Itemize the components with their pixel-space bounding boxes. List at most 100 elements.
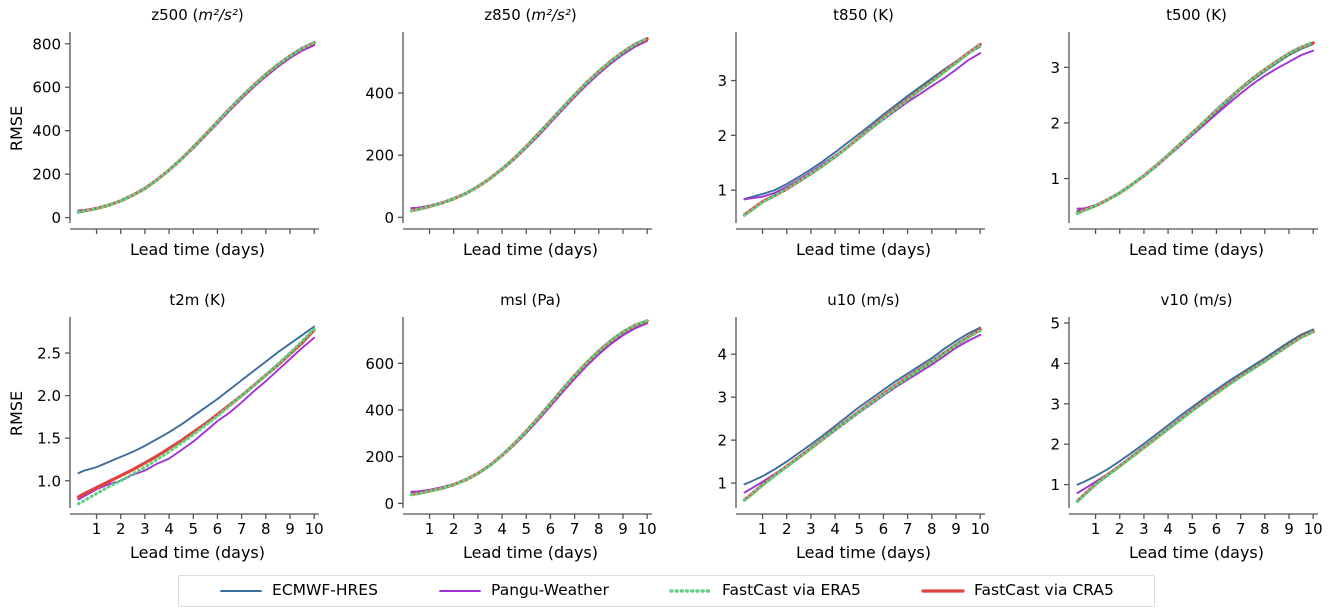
chart-panel-t2m: t2m (K) 1.0 1.5 2.0 2.5 1 2 3 4 5 6 7 8 9 10 Lead time …: [0, 285, 333, 570]
x-tick-label: 8: [261, 520, 271, 538]
panel-title: u10 (m/s): [827, 291, 900, 309]
legend-item[interactable]: ECMWF-HRES: [219, 583, 378, 599]
chart-panel-z850: z850 (m²/s²) 0 200 400 Lead time (days): [333, 0, 666, 285]
x-tick-label: 5: [188, 520, 198, 538]
x-tick-label: 5: [854, 520, 864, 538]
x-tick-label: 10: [971, 520, 990, 538]
legend-label: FastCast via CRA5: [974, 581, 1114, 600]
x-tick-label: 2: [782, 520, 792, 538]
y-tick-label: 0: [384, 495, 394, 513]
x-tick-label: 7: [1236, 520, 1246, 538]
legend-swatch: [439, 590, 481, 592]
x-tick-label: 2: [1115, 520, 1125, 538]
y-tick-label: 400: [32, 122, 61, 140]
chart-panel-msl: msl (Pa) 0 200 400 600 1 2 3 4 5 6 7 8 9 10 Lead time (…: [333, 285, 666, 570]
x-tick-label: 9: [951, 520, 961, 538]
panel-title: msl (Pa): [500, 291, 561, 309]
x-tick-label: 8: [927, 520, 937, 538]
x-tick-label: 8: [1260, 520, 1270, 538]
y-tick-label: 1: [1050, 170, 1060, 188]
x-axis-label: Lead time (days): [1129, 240, 1264, 259]
y-tick-label: 2: [717, 127, 727, 145]
legend-item[interactable]: Pangu-Weather: [438, 583, 609, 599]
y-axis-label: RMSE: [7, 391, 26, 436]
series-line: [77, 43, 316, 213]
x-tick-label: 7: [237, 520, 247, 538]
series-line: [409, 319, 649, 497]
chart-panel-v10: v10 (m/s) 1 2 3 4 5 1 2 3 4 5 6 7 8 9 10 Lead time (days…: [999, 285, 1332, 570]
panel-title: v10 (m/s): [1161, 291, 1233, 309]
x-tick-label: 9: [285, 520, 295, 538]
y-tick-label: 2: [1050, 114, 1060, 132]
x-tick-label: 6: [879, 520, 889, 538]
x-tick-label: 4: [1163, 520, 1173, 538]
x-tick-label: 3: [1139, 520, 1149, 538]
series-line: [1075, 329, 1315, 503]
y-tick-label: 0: [51, 209, 61, 227]
x-tick-label: 9: [618, 520, 628, 538]
series-line: [1076, 328, 1315, 486]
series-line: [409, 319, 649, 497]
x-tick-label: 10: [1304, 520, 1323, 538]
x-tick-label: 6: [213, 520, 223, 538]
y-tick-label: 3: [1050, 395, 1060, 413]
y-tick-label: 4: [717, 346, 727, 364]
legend-label: Pangu-Weather: [491, 581, 609, 600]
x-axis-label: Lead time (days): [1129, 543, 1264, 562]
y-tick-label: 200: [32, 166, 61, 184]
legend-swatch: [921, 589, 965, 593]
series-line: [743, 52, 982, 201]
y-tick-label: 800: [32, 35, 61, 53]
panel-title: t500 (K): [1166, 6, 1227, 24]
legend-label: FastCast via ERA5: [722, 581, 861, 600]
x-tick-label: 6: [546, 520, 556, 538]
y-tick-label: 1: [1050, 476, 1060, 494]
series-line: [409, 37, 649, 213]
x-tick-label: 1: [1091, 520, 1101, 538]
x-tick-label: 6: [1212, 520, 1222, 538]
x-axis-label: Lead time (days): [130, 240, 265, 259]
series-line: [76, 327, 316, 506]
series-line: [1075, 40, 1315, 216]
x-axis-label: Lead time (days): [463, 543, 598, 562]
series-line: [1075, 330, 1315, 504]
series-line: [410, 38, 649, 211]
y-tick-label: 400: [365, 402, 394, 420]
series-line: [1076, 330, 1315, 495]
legend-item[interactable]: FastCast via ERA5: [669, 583, 861, 599]
x-tick-label: 2: [449, 520, 459, 538]
x-tick-label: 8: [594, 520, 604, 538]
x-tick-label: 5: [521, 520, 531, 538]
y-tick-label: 2: [1050, 436, 1060, 454]
x-tick-label: 10: [638, 520, 657, 538]
series-line: [742, 43, 982, 217]
y-tick-label: 4: [1050, 355, 1060, 373]
legend-swatch: [669, 589, 713, 593]
y-tick-label: 2.5: [37, 345, 61, 363]
series-line: [410, 39, 649, 210]
x-tick-label: 4: [830, 520, 840, 538]
x-axis-label: Lead time (days): [463, 240, 598, 259]
legend-label: ECMWF-HRES: [272, 581, 378, 600]
series-line: [743, 326, 982, 486]
series-line: [743, 45, 982, 200]
x-tick-label: 4: [164, 520, 174, 538]
legend-item[interactable]: FastCast via CRA5: [921, 583, 1114, 599]
y-tick-label: 0: [384, 209, 394, 227]
series-line: [76, 41, 316, 214]
x-tick-label: 3: [806, 520, 816, 538]
x-tick-label: 5: [1187, 520, 1197, 538]
panel-title: t2m (K): [169, 291, 225, 309]
series-line: [76, 40, 316, 214]
x-tick-label: 9: [1284, 520, 1294, 538]
panel-title: t850 (K): [833, 6, 894, 24]
x-tick-label: 3: [140, 520, 150, 538]
y-tick-label: 3: [1050, 59, 1060, 77]
series-line: [742, 42, 982, 217]
y-tick-label: 200: [365, 147, 394, 165]
y-tick-label: 3: [717, 389, 727, 407]
y-tick-label: 600: [32, 79, 61, 97]
series-line: [743, 333, 982, 494]
y-tick-label: 1: [717, 182, 727, 200]
